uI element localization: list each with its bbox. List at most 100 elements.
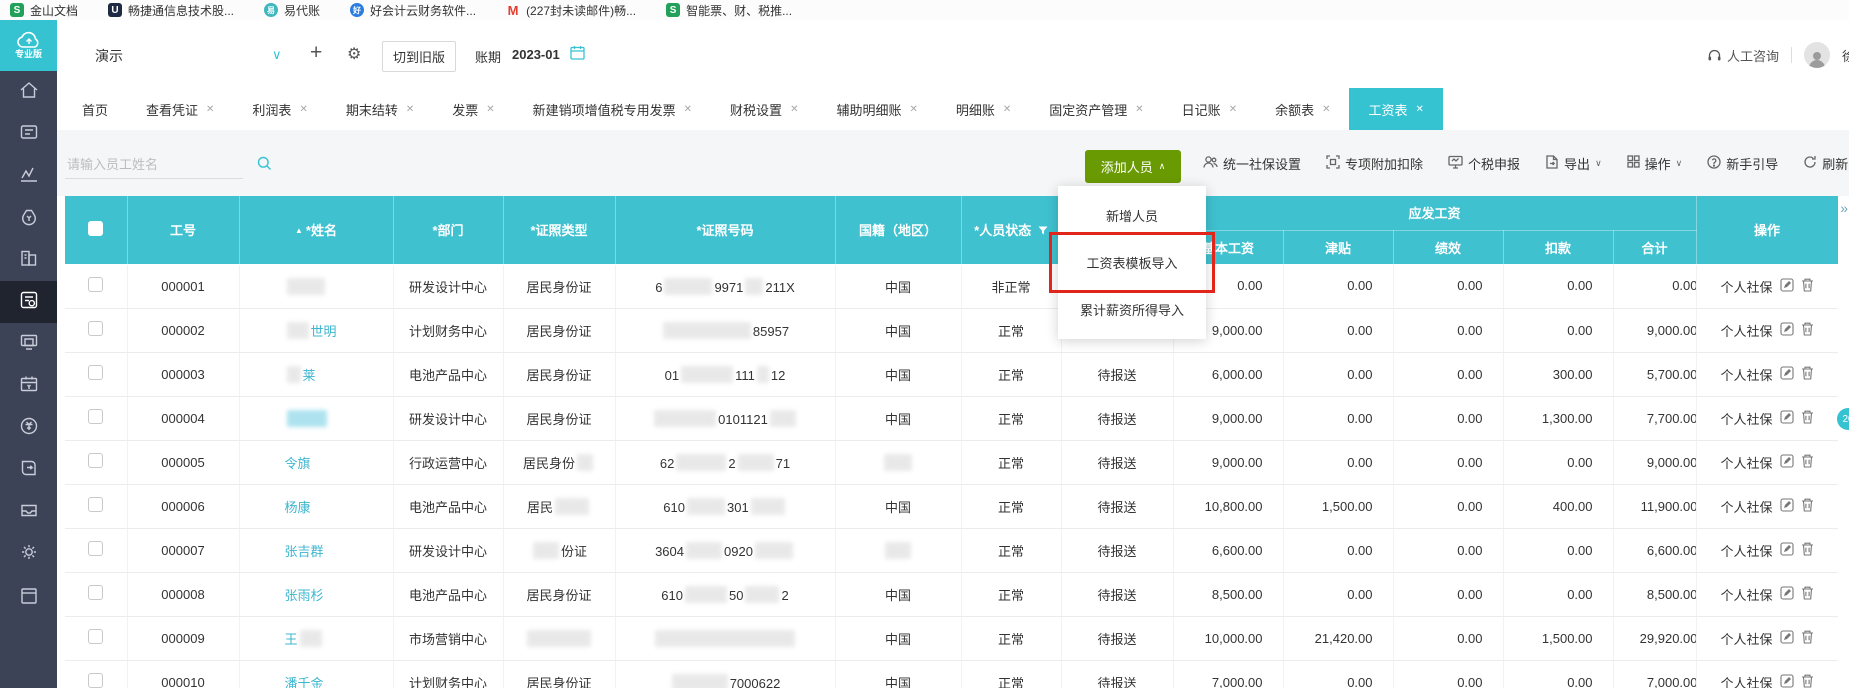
col-total[interactable]: 合计 bbox=[1613, 230, 1697, 264]
personal-insurance-link[interactable]: 个人社保 bbox=[1720, 455, 1773, 471]
tab-财税设置[interactable]: 财税设置 ✕ bbox=[711, 88, 817, 130]
personal-insurance-link[interactable]: 个人社保 bbox=[1720, 543, 1773, 559]
add-account-icon[interactable]: + bbox=[310, 41, 323, 64]
settings-gear-icon[interactable]: ⚙ bbox=[347, 46, 362, 63]
cell-name[interactable]: 杨康 bbox=[239, 484, 394, 529]
cell-name[interactable]: 张吉群 bbox=[239, 528, 394, 573]
bookmark-item[interactable]: 易易代账 bbox=[264, 2, 320, 19]
edit-icon[interactable] bbox=[1779, 409, 1794, 427]
avatar[interactable] bbox=[1803, 42, 1830, 68]
col-doc-type[interactable]: *证照类型 bbox=[503, 196, 616, 265]
tab-日记账[interactable]: 日记账 ✕ bbox=[1163, 88, 1256, 130]
app-logo[interactable]: 专业版 bbox=[0, 20, 57, 71]
close-icon[interactable]: ✕ bbox=[206, 103, 215, 115]
close-icon[interactable]: ✕ bbox=[299, 103, 308, 115]
personal-insurance-link[interactable]: 个人社保 bbox=[1720, 631, 1773, 647]
col-doc-no[interactable]: *证照号码 bbox=[615, 196, 836, 265]
col-name[interactable]: ▲ *姓名 bbox=[239, 196, 394, 265]
cell-name[interactable]: 张雨杉 bbox=[239, 572, 394, 617]
sidebar-item-more[interactable] bbox=[0, 575, 57, 617]
close-icon[interactable]: ✕ bbox=[486, 103, 495, 115]
search-input[interactable] bbox=[65, 151, 243, 179]
row-checkbox[interactable] bbox=[88, 321, 104, 336]
row-checkbox[interactable] bbox=[88, 629, 104, 644]
menu-item-累计薪资所得导入[interactable]: 累计薪资所得导入 bbox=[1079, 303, 1184, 318]
close-icon[interactable]: ✕ bbox=[405, 103, 415, 115]
bookmark-item[interactable]: U 畅捷通信息技术股... bbox=[108, 2, 234, 19]
edit-icon[interactable] bbox=[1779, 541, 1794, 559]
cell-name[interactable]: 世明 bbox=[239, 308, 394, 353]
add-personnel-button[interactable]: 添加人员 ∧ bbox=[1085, 150, 1181, 183]
menu-item-新增人员[interactable]: 新增人员 bbox=[1105, 209, 1158, 224]
switch-old-version-button[interactable]: 切到旧版 bbox=[382, 41, 457, 72]
toolbar-action-统一社保设置[interactable]: 统一社保设置 bbox=[1203, 154, 1301, 173]
tab-固定资产管理[interactable]: 固定资产管理 ✕ bbox=[1030, 88, 1162, 130]
row-checkbox[interactable] bbox=[88, 541, 104, 556]
period-value[interactable]: 2023-01 bbox=[512, 47, 560, 62]
edit-icon[interactable] bbox=[1779, 453, 1794, 471]
tab-余额表[interactable]: 余额表 ✕ bbox=[1256, 88, 1349, 130]
search-icon[interactable] bbox=[257, 156, 272, 176]
username[interactable]: 徐 bbox=[1841, 48, 1849, 64]
sidebar-item-reports[interactable] bbox=[0, 155, 57, 197]
toolbar-action-新手引导[interactable]: 新手引导 bbox=[1707, 154, 1778, 173]
trash-icon[interactable] bbox=[1801, 410, 1814, 427]
trash-icon[interactable] bbox=[1801, 366, 1814, 383]
personal-insurance-link[interactable]: 个人社保 bbox=[1720, 499, 1773, 515]
cell-name[interactable]: 王 bbox=[239, 616, 394, 661]
personal-insurance-link[interactable]: 个人社保 bbox=[1720, 587, 1773, 603]
tab-辅助明细账[interactable]: 辅助明细账 ✕ bbox=[817, 88, 936, 130]
close-icon[interactable]: ✕ bbox=[1002, 103, 1012, 115]
tab-新建销项增值税专用发票[interactable]: 新建销项增值税专用发票 ✕ bbox=[514, 88, 711, 130]
expand-columns-icon[interactable]: » bbox=[1840, 200, 1848, 216]
menu-item-工资表模板导入[interactable]: 工资表模板导入 bbox=[1086, 256, 1178, 271]
bookmark-item[interactable]: M (227封未读邮件)畅... bbox=[506, 2, 636, 19]
sidebar-item-assets[interactable] bbox=[0, 239, 57, 281]
edit-icon[interactable] bbox=[1779, 673, 1794, 688]
col-nation[interactable]: 国籍（地区） bbox=[835, 196, 962, 265]
workspace-name[interactable]: 演示 bbox=[95, 48, 123, 64]
col-id[interactable]: 工号 bbox=[127, 196, 240, 265]
toolbar-action-操作[interactable]: 操作 ∨ bbox=[1627, 154, 1682, 173]
sidebar-item-inbox[interactable] bbox=[0, 491, 57, 533]
row-checkbox[interactable] bbox=[88, 673, 104, 688]
close-icon[interactable]: ✕ bbox=[909, 103, 918, 115]
bookmark-item[interactable]: S 智能票、财、税推... bbox=[666, 2, 792, 19]
sidebar-item-funds[interactable] bbox=[0, 197, 57, 239]
row-checkbox[interactable] bbox=[88, 453, 104, 468]
trash-icon[interactable] bbox=[1801, 322, 1814, 339]
sidebar-item-salary[interactable] bbox=[0, 281, 57, 323]
filter-funnel-icon[interactable] bbox=[1038, 226, 1048, 236]
tab-发票[interactable]: 发票 ✕ bbox=[433, 88, 513, 130]
trash-icon[interactable] bbox=[1801, 586, 1814, 603]
row-checkbox[interactable] bbox=[88, 409, 104, 424]
trash-icon[interactable] bbox=[1801, 498, 1814, 515]
row-checkbox[interactable] bbox=[88, 277, 104, 292]
trash-icon[interactable] bbox=[1801, 674, 1814, 688]
tab-首页[interactable]: 首页 bbox=[63, 88, 127, 130]
close-icon[interactable]: ✕ bbox=[683, 103, 693, 115]
col-status[interactable]: *人员状态 bbox=[961, 196, 1062, 265]
sidebar-item-tax[interactable] bbox=[0, 407, 57, 449]
edit-icon[interactable] bbox=[1779, 497, 1794, 515]
sidebar-item-checkout[interactable] bbox=[0, 365, 57, 407]
col-deduction[interactable]: 扣款 bbox=[1503, 230, 1614, 264]
close-icon[interactable]: ✕ bbox=[790, 103, 799, 115]
toolbar-action-刷新[interactable]: 刷新 bbox=[1803, 154, 1848, 173]
edit-icon[interactable] bbox=[1779, 277, 1794, 295]
sidebar-item-home[interactable] bbox=[0, 71, 57, 113]
toolbar-action-个税申报[interactable]: 个税申报 bbox=[1448, 154, 1520, 173]
edit-icon[interactable] bbox=[1779, 365, 1794, 383]
calendar-icon[interactable] bbox=[570, 45, 585, 65]
tab-利润表[interactable]: 利润表 ✕ bbox=[233, 88, 326, 130]
trash-icon[interactable] bbox=[1801, 630, 1814, 647]
sidebar-item-invoice-transfer[interactable] bbox=[0, 449, 57, 491]
edit-icon[interactable] bbox=[1779, 321, 1794, 339]
personal-insurance-link[interactable]: 个人社保 bbox=[1720, 279, 1773, 295]
sort-asc-icon[interactable]: ▲ bbox=[295, 226, 303, 236]
trash-icon[interactable] bbox=[1801, 542, 1814, 559]
col-dept[interactable]: *部门 bbox=[393, 196, 504, 265]
trash-icon[interactable] bbox=[1801, 278, 1814, 295]
edit-icon[interactable] bbox=[1779, 585, 1794, 603]
toolbar-action-专项附加扣除[interactable]: 专项附加扣除 bbox=[1326, 154, 1423, 173]
